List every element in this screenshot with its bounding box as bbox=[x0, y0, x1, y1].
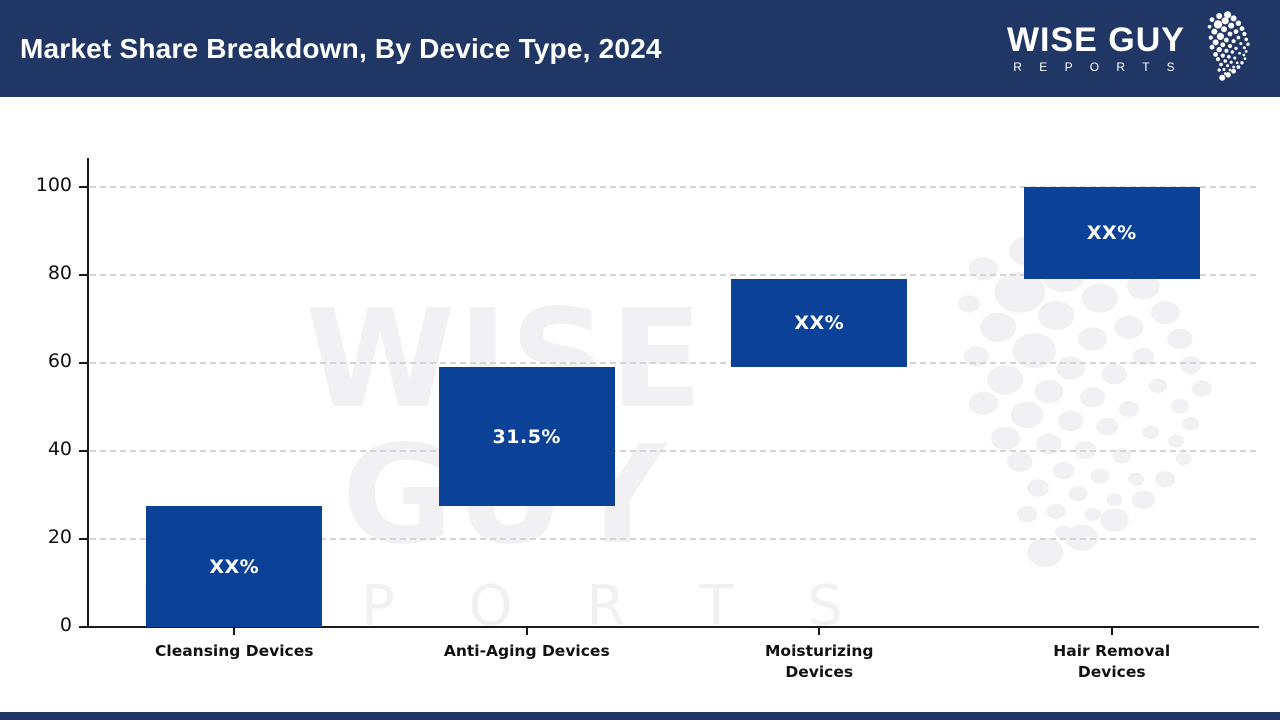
y-axis-tick bbox=[79, 626, 88, 628]
bar-value-label: XX% bbox=[794, 312, 845, 335]
y-axis-tick-label: 0 bbox=[59, 614, 72, 636]
gridline bbox=[90, 538, 1256, 540]
waterfall-bar: XX% bbox=[731, 279, 908, 368]
x-axis-line bbox=[87, 626, 1259, 628]
y-axis-tick-label: 80 bbox=[47, 262, 72, 284]
waterfall-bar: XX% bbox=[146, 506, 323, 627]
wiseguy-face-logo-icon bbox=[1207, 10, 1250, 81]
x-category-label: Hair Removal Devices bbox=[1053, 642, 1171, 681]
bar-value-label: 31.5% bbox=[492, 425, 561, 448]
x-category-label: Cleansing Devices bbox=[155, 642, 314, 660]
footer-bar bbox=[0, 712, 1280, 720]
bar-value-label: XX% bbox=[209, 555, 260, 578]
logo-line2: R E P O R T S bbox=[1013, 60, 1182, 74]
y-axis-tick-label: 100 bbox=[35, 174, 72, 196]
page-title: Market Share Breakdown, By Device Type, … bbox=[20, 32, 662, 64]
y-axis-tick-label: 40 bbox=[47, 438, 72, 460]
waterfall-bar: 31.5% bbox=[438, 367, 615, 506]
x-axis-tick bbox=[818, 628, 821, 635]
y-axis-tick bbox=[79, 362, 88, 364]
bar-value-label: XX% bbox=[1086, 222, 1137, 245]
x-axis-tick bbox=[525, 628, 528, 635]
header-bar: Market Share Breakdown, By Device Type, … bbox=[0, 0, 1280, 97]
logo-text: WISE GUY R E P O R T S bbox=[1007, 23, 1185, 74]
y-axis-tick bbox=[79, 538, 88, 540]
x-category-label: Anti-Aging Devices bbox=[443, 642, 610, 660]
y-axis-tick-label: 60 bbox=[47, 350, 72, 372]
gridline bbox=[90, 274, 1256, 276]
gridline bbox=[90, 450, 1256, 452]
wiseguy-reports-logo: WISE GUY R E P O R T S bbox=[1007, 10, 1254, 88]
x-axis-tick bbox=[233, 628, 236, 635]
x-axis-tick bbox=[1110, 628, 1113, 635]
logo-line1: WISE GUY bbox=[1006, 21, 1185, 59]
waterfall-bar: XX% bbox=[1023, 187, 1200, 280]
x-category-label: Moisturizing Devices bbox=[765, 642, 874, 681]
y-axis-line bbox=[87, 158, 89, 628]
y-axis-tick bbox=[79, 450, 88, 452]
y-axis-tick-label: 20 bbox=[47, 526, 72, 548]
gridline bbox=[90, 362, 1256, 364]
y-axis-tick bbox=[79, 186, 88, 188]
gridline bbox=[90, 186, 1256, 188]
y-axis-tick bbox=[79, 274, 88, 276]
